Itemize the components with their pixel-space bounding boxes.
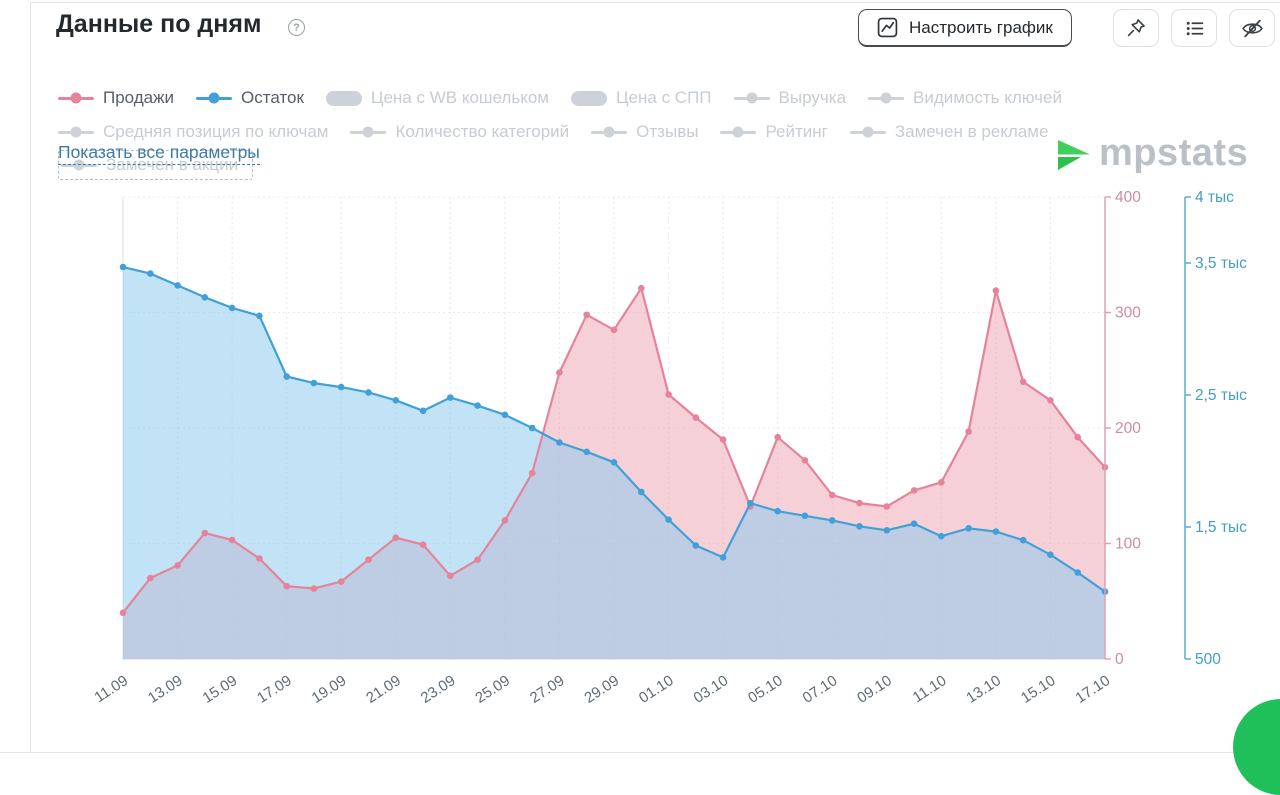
- svg-text:500: 500: [1195, 651, 1221, 668]
- legend-item-2-1[interactable]: Средняя позиция по ключам: [58, 122, 328, 142]
- mpstats-logo-text: mpstats: [1099, 132, 1249, 174]
- svg-text:17.10: 17.10: [1072, 672, 1113, 707]
- legend-line-marker: [849, 126, 886, 138]
- svg-text:25.09: 25.09: [472, 672, 513, 707]
- legend-label: Средняя позиция по ключам: [103, 122, 329, 141]
- legend-band-marker: [325, 90, 362, 106]
- page-title: Данные по дням: [56, 10, 262, 38]
- svg-text:1,5 тыс: 1,5 тыс: [1195, 519, 1247, 536]
- svg-text:05.10: 05.10: [745, 672, 786, 707]
- mpstats-watermark: mpstats: [1056, 132, 1248, 175]
- svg-text:13.09: 13.09: [145, 672, 186, 707]
- svg-text:100: 100: [1115, 536, 1141, 553]
- svg-text:23.09: 23.09: [418, 672, 459, 707]
- svg-text:400: 400: [1115, 189, 1141, 206]
- x-axis-labels: 11.09 13.09 15.09 17.09 19.09 21.09 23.09 25.09…: [91, 672, 1113, 707]
- daily-data-chart[interactable]: 0 100 200 300 400 500 1,5 тыс 2,5 тыс 3,5 тыс 4 т…: [0, 185, 1280, 745]
- legend-row-1: Продажи Остаток Цена с WB кошельком Цена с …: [58, 88, 1062, 108]
- list-icon: [1186, 21, 1203, 35]
- configure-chart-button[interactable]: Настроить график: [858, 9, 1072, 47]
- legend-item-1-5[interactable]: Выручка: [733, 88, 846, 108]
- legend-label: Продажи: [103, 88, 174, 107]
- legend-item-2-5[interactable]: Замечен в рекламе: [849, 122, 1049, 142]
- svg-text:21.09: 21.09: [363, 672, 404, 707]
- legend-line-marker: [58, 92, 94, 104]
- panel-bottom-divider: [0, 752, 1280, 753]
- help-icon[interactable]: ?: [288, 19, 305, 36]
- legend-line-marker: [58, 126, 94, 138]
- legend-label: Выручка: [778, 88, 846, 107]
- series-line-2: [119, 263, 1109, 595]
- svg-text:4 тыс: 4 тыс: [1195, 189, 1234, 206]
- pin-button[interactable]: [1113, 9, 1159, 47]
- legend-item-2-2[interactable]: Количество категорий: [350, 122, 569, 142]
- legend-line-marker: [350, 126, 387, 138]
- eye-off-icon: [1241, 19, 1263, 37]
- svg-text:13.10: 13.10: [963, 672, 1004, 707]
- legend-item-1-6[interactable]: Видимость ключей: [867, 88, 1062, 108]
- stock-axis: 500 1,5 тыс 2,5 тыс 3,5 тыс 4 тыс: [1184, 189, 1247, 668]
- legend-line-marker: [720, 126, 757, 138]
- svg-text:200: 200: [1115, 420, 1141, 437]
- legend-label: Рейтинг: [765, 122, 828, 141]
- line-chart-icon: [877, 17, 898, 38]
- show-all-params-link[interactable]: Показать все параметры: [58, 142, 260, 165]
- legend-line-marker: [61, 159, 97, 171]
- svg-text:19.09: 19.09: [309, 672, 350, 707]
- legend-label: Отзывы: [636, 122, 699, 141]
- legend-item-1-3[interactable]: Цена с WB кошельком: [325, 88, 549, 108]
- svg-text:3,5 тыс: 3,5 тыс: [1195, 255, 1247, 272]
- legend-line-marker: [867, 92, 904, 104]
- svg-text:07.10: 07.10: [800, 672, 841, 707]
- legend-line-marker: [591, 126, 628, 138]
- legend-row-2: Средняя позиция по ключам Количество кате…: [58, 122, 1048, 142]
- svg-text:300: 300: [1115, 305, 1141, 322]
- svg-text:17.09: 17.09: [254, 672, 295, 707]
- svg-text:0: 0: [1115, 651, 1124, 668]
- legend-item-2-3[interactable]: Отзывы: [591, 122, 698, 142]
- legend-label: Количество категорий: [395, 122, 570, 141]
- svg-text:27.09: 27.09: [527, 672, 568, 707]
- svg-text:15.10: 15.10: [1018, 672, 1059, 707]
- legend-band-marker: [570, 90, 607, 106]
- svg-text:11.09: 11.09: [91, 672, 131, 706]
- legend-label: Цена с СПП: [615, 88, 712, 107]
- svg-text:2,5 тыс: 2,5 тыс: [1195, 387, 1247, 404]
- series-line-1: [119, 284, 1109, 617]
- svg-text:11.10: 11.10: [910, 672, 950, 706]
- legend-item-1-2[interactable]: Остаток: [196, 88, 304, 108]
- eye-off-button[interactable]: [1229, 9, 1275, 47]
- legend-line-marker: [733, 92, 770, 104]
- list-button[interactable]: [1171, 9, 1217, 47]
- svg-text:01.10: 01.10: [636, 672, 677, 707]
- svg-text:09.10: 09.10: [854, 672, 895, 707]
- legend-label: Замечен в рекламе: [894, 122, 1049, 141]
- legend-line-marker: [196, 92, 232, 104]
- configure-chart-label: Настроить график: [909, 17, 1053, 37]
- legend-item-1-1[interactable]: Продажи: [58, 88, 174, 108]
- svg-text:03.10: 03.10: [691, 672, 732, 707]
- svg-text:15.09: 15.09: [200, 672, 241, 707]
- mpstats-logo-icon: [1058, 139, 1090, 170]
- legend-label: Остаток: [241, 88, 304, 107]
- legend-label: Видимость ключей: [912, 88, 1062, 107]
- legend-item-2-4[interactable]: Рейтинг: [720, 122, 828, 142]
- pin-icon: [1127, 19, 1145, 37]
- legend-item-1-4[interactable]: Цена с СПП: [570, 88, 712, 108]
- legend-label: Цена с WB кошельком: [370, 88, 549, 107]
- sales-axis: 0 100 200 300 400: [1104, 189, 1141, 668]
- svg-text:29.09: 29.09: [581, 672, 622, 707]
